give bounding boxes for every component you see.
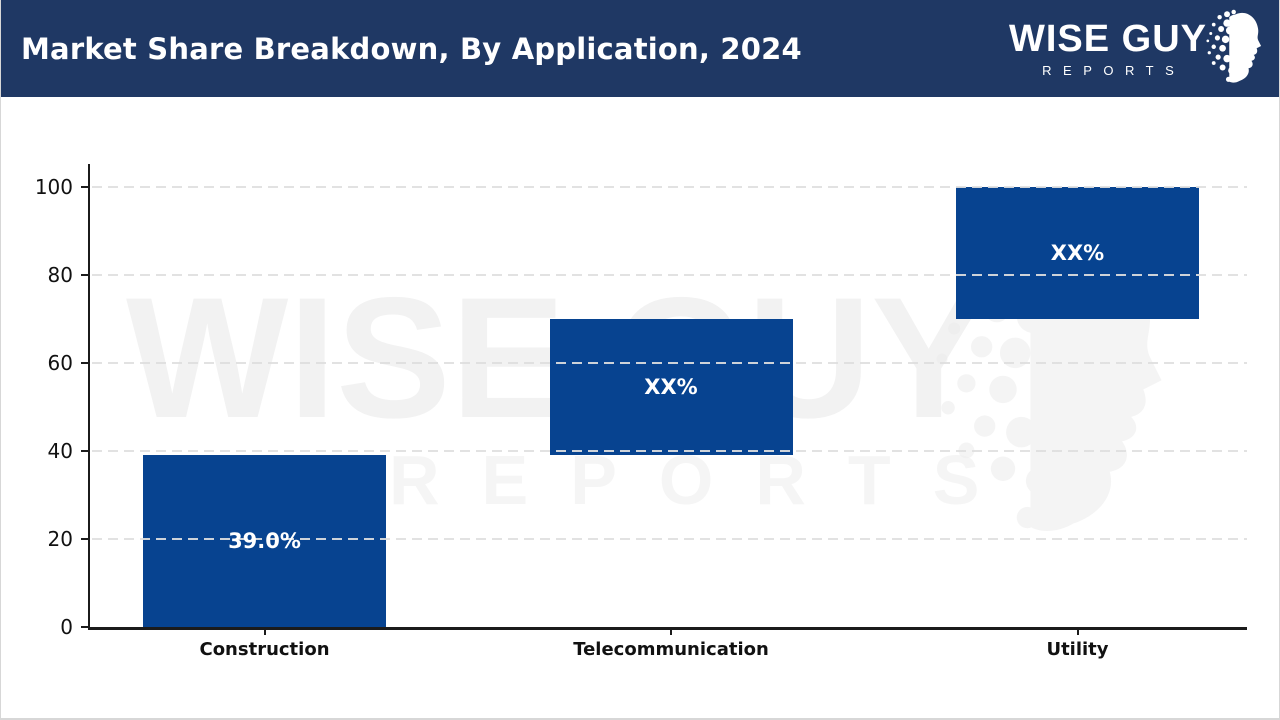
wiseguy-face-icon xyxy=(1206,9,1262,83)
y-axis-tick-label: 100 xyxy=(34,174,73,199)
y-axis-tick xyxy=(81,626,89,628)
chart-bar-telecommunication[interactable] xyxy=(549,318,793,456)
y-gridline xyxy=(92,273,1247,276)
y-axis-tick xyxy=(81,537,89,540)
y-axis-tick-label: 80 xyxy=(47,262,73,287)
x-axis-category-label: Construction xyxy=(199,639,330,660)
x-axis-tick xyxy=(263,627,266,635)
y-axis-tick-label: 0 xyxy=(60,615,73,639)
y-gridline xyxy=(92,449,1247,452)
bar-value-label: XX% xyxy=(644,374,698,399)
x-axis-tick xyxy=(1076,627,1079,635)
wiseguy-wordmark: WISE GUY xyxy=(1008,17,1207,60)
y-axis-tick xyxy=(81,273,89,276)
y-gridline xyxy=(92,537,1247,540)
x-axis-line xyxy=(88,627,1247,630)
header-bar: Market Share Breakdown, By Application, … xyxy=(1,0,1279,97)
y-axis-line xyxy=(88,164,90,629)
wiseguy-logo: WISE GUY REPORTS xyxy=(1009,8,1267,90)
chart-title: Market Share Breakdown, By Application, … xyxy=(21,31,802,66)
bar-value-label: XX% xyxy=(1050,240,1105,265)
x-axis-category-label: Utility xyxy=(1046,639,1109,660)
wiseguy-reports-label: REPORTS xyxy=(1042,62,1186,78)
y-axis-tick xyxy=(81,449,89,452)
y-axis-tick xyxy=(81,361,89,364)
x-axis-category-label: Telecommunication xyxy=(573,639,769,660)
wiseguy-logo-text: WISE GUY REPORTS xyxy=(1009,20,1207,78)
y-axis-tick xyxy=(81,185,89,188)
y-gridline xyxy=(92,185,1247,188)
y-axis-tick-label: 20 xyxy=(47,526,73,551)
bar-value-label: 39.0% xyxy=(228,529,301,554)
y-gridline xyxy=(92,361,1247,364)
x-axis-tick xyxy=(670,627,672,635)
y-axis-tick-label: 40 xyxy=(47,438,73,463)
chart-bar-construction[interactable] xyxy=(143,455,386,627)
y-axis-tick-label: 60 xyxy=(47,350,73,375)
